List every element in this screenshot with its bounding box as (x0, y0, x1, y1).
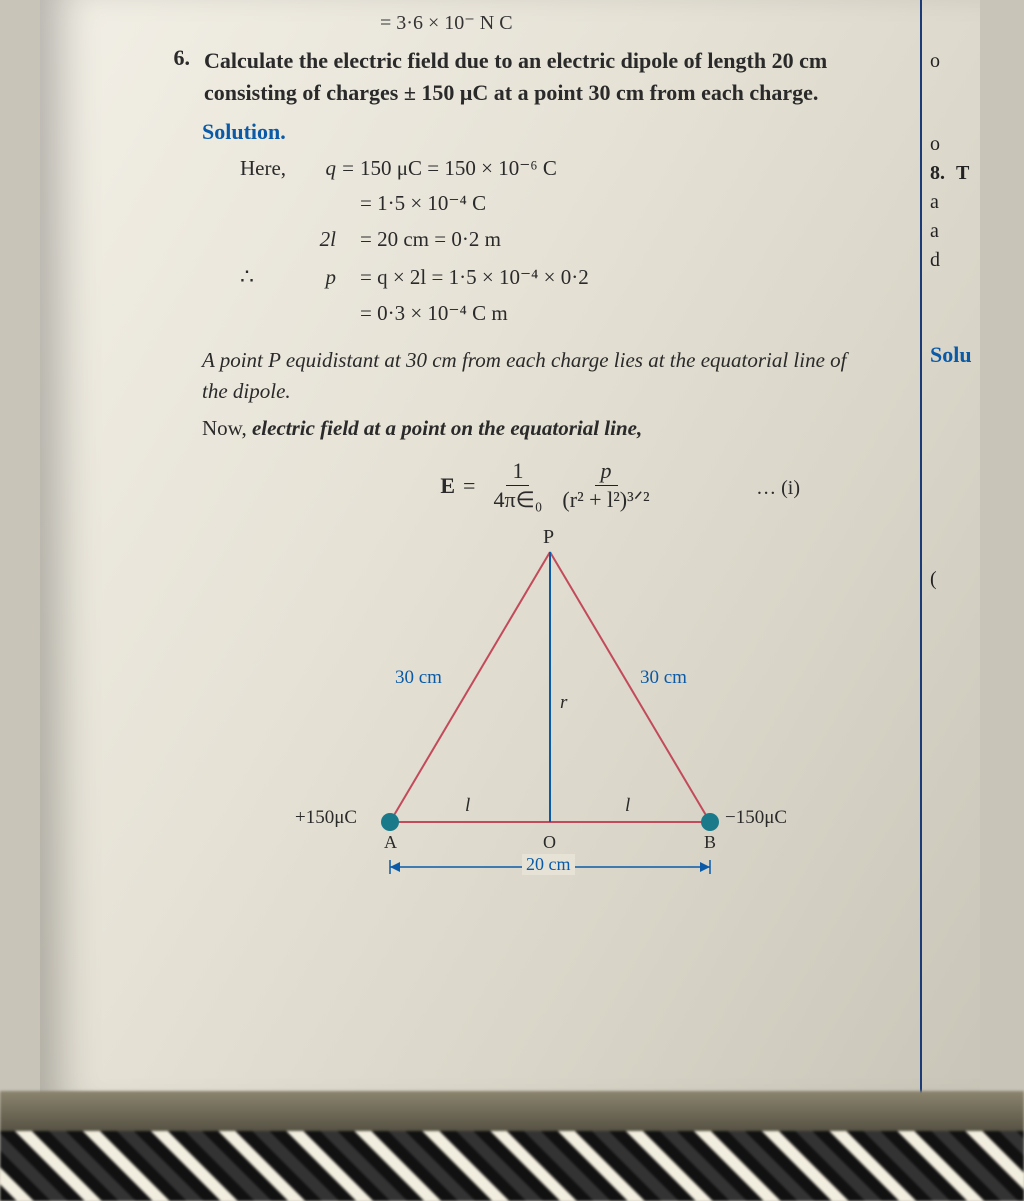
fragment-text: = 3·6 × 10⁻ N C (380, 12, 513, 34)
edge-solu: Solu (930, 342, 980, 368)
math-block: Here, q = 150 μC = 150 × 10⁻⁶ C = 1·5 × … (240, 151, 940, 331)
val-2: = 1·5 × 10⁻⁴ C (360, 186, 486, 222)
frac2-den: (r² + l²)³ᐟ² (556, 486, 655, 512)
base-dim-arrow-left (390, 862, 400, 872)
equatorial-bold: electric field at a point on the equator… (252, 416, 642, 440)
frac2-num: p (601, 458, 612, 483)
label-O: O (543, 832, 556, 853)
edge-paren: ( (930, 568, 980, 591)
previous-answer-fragment: = 3·6 × 10⁻ N C (380, 10, 940, 35)
label-l-left: l (465, 795, 470, 817)
label-30cm-left: 30 cm (395, 667, 442, 689)
charge-dot-left (381, 813, 399, 831)
var-p: p (310, 260, 336, 296)
edge-o1: o (930, 50, 980, 73)
base-dim-arrow-right (700, 862, 710, 872)
val-5: = 0·3 × 10⁻⁴ C m (360, 296, 508, 332)
math-row-1: Here, q = 150 μC = 150 × 10⁻⁶ C (240, 151, 940, 187)
val-4: = q × 2l = 1·5 × 10⁻⁴ × 0·2 (360, 260, 589, 296)
var-q: q (310, 151, 336, 187)
edge-o2: o (930, 133, 980, 156)
textbook-page: = 3·6 × 10⁻ N C 6. Calculate the electri… (40, 0, 980, 1100)
math-row-4: ∴ p = q × 2l = 1·5 × 10⁻⁴ × 0·2 (240, 258, 940, 296)
math-row-2: = 1·5 × 10⁻⁴ C (240, 186, 940, 222)
next-page-edge: o o 8. T a a d Solu ( (920, 0, 980, 1100)
edge-a1: a (930, 191, 980, 214)
label-plus-charge: +150μC (295, 807, 357, 829)
eq-lhs: E (440, 473, 455, 499)
here-label: Here, (240, 151, 310, 187)
table-surface (0, 1091, 1024, 1201)
label-P: P (543, 526, 554, 549)
edge-8: 8. T (930, 162, 980, 185)
equidistant-note: A point P equidistant at 30 cm from each… (202, 345, 862, 406)
label-20cm: 20 cm (522, 854, 575, 875)
label-l-right: l (625, 795, 630, 817)
label-minus-charge: −150μC (725, 807, 787, 829)
eq-sign: = (336, 151, 360, 187)
dipole-diagram: P 30 cm 30 cm r l l +150μC −150μC A O B … (300, 522, 800, 902)
charge-dot-right (701, 813, 719, 831)
edge-a2: a (930, 220, 980, 243)
fraction-1: 1 4π∈₀ (487, 459, 548, 512)
frac1-num: 1 (506, 459, 529, 486)
label-A: A (384, 832, 397, 853)
therefore-symbol: ∴ (240, 258, 310, 295)
label-r: r (560, 692, 567, 714)
equation-line: E = 1 4π∈₀ p (r² + l²)³ᐟ² (160, 459, 940, 512)
math-row-3: 2l = 20 cm = 0·2 m (240, 222, 940, 258)
label-30cm-right: 30 cm (640, 667, 687, 689)
question-row: 6. Calculate the electric field due to a… (160, 45, 940, 109)
label-B: B (704, 832, 716, 853)
equatorial-note: Now, electric field at a point on the eq… (202, 416, 862, 441)
now-prefix: Now, (202, 416, 252, 440)
equation-tag: … (i) (756, 477, 800, 500)
val-1: 150 μC = 150 × 10⁻⁶ C (360, 151, 557, 187)
solution-heading: Solution. (202, 119, 940, 145)
edge-d: d (930, 249, 980, 272)
frac1-den: 4π∈₀ (487, 486, 548, 512)
val-3: = 20 cm = 0·2 m (360, 222, 501, 258)
question-number: 6. (160, 45, 190, 109)
math-row-5: = 0·3 × 10⁻⁴ C m (240, 296, 940, 332)
eq-sign-main: = (463, 473, 475, 499)
var-2l: 2l (310, 222, 336, 258)
fraction-2: p (r² + l²)³ᐟ² (556, 459, 655, 512)
question-text: Calculate the electric field due to an e… (204, 45, 844, 109)
